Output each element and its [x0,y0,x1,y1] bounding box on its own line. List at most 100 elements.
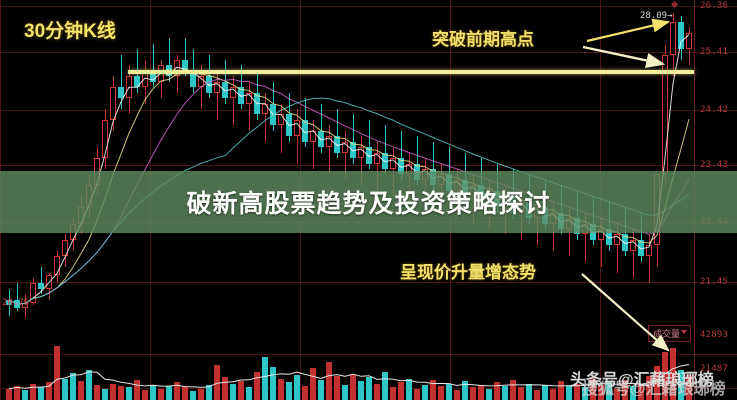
gridline-vertical [150,0,151,338]
volume-bar [142,389,148,400]
volume-bar [14,386,20,400]
breakout-price-tag: 28.09→ [640,11,673,21]
gridline [0,354,737,355]
candle-wick [265,92,266,142]
volume-bar [686,374,692,400]
volume-bar [86,369,92,400]
volume-bar [670,348,676,400]
candle-body [382,152,388,169]
volume-bar [286,382,292,400]
volume-bar [270,367,276,400]
candle-wick [433,141,434,191]
candle-wick [345,130,346,180]
candle-body [110,87,116,120]
candle-body [302,119,308,142]
candle-body [246,92,252,104]
candle-wick [377,141,378,191]
gridline-vertical [450,338,451,400]
volume-bar [278,378,284,400]
volume-bar [390,387,396,400]
volume-bar [494,382,500,400]
volume-bar [598,384,604,400]
gridline [0,52,737,53]
volume-bar [438,386,444,400]
volume-bar [46,382,52,400]
chevron-down-icon[interactable] [681,330,688,334]
volume-bar [222,377,228,400]
volume-bar [638,383,644,400]
volume-bar [230,383,236,400]
volume-bar [326,362,332,400]
candle-wick [649,234,650,284]
resistance-line [128,70,694,74]
candle-wick [153,43,154,88]
volume-bar [182,387,188,400]
candle-wick [641,212,642,262]
volume-bar [590,378,596,400]
volume-bar [94,384,100,400]
candle-wick [201,65,202,110]
volume-bar [254,372,260,400]
volume-bar [358,381,364,400]
volume-bar [470,387,476,400]
candle-wick [321,103,322,153]
candle-wick [185,38,186,77]
volume-bar [334,376,340,400]
volume-bar [542,384,548,400]
candle-wick [169,38,170,82]
candle-body [366,147,372,164]
volume-bar [662,352,668,400]
volume-bar [110,383,116,400]
volume-bar [526,383,532,400]
volume-bar [478,384,484,400]
volume-bar [174,382,180,400]
volume-bar [678,369,684,400]
candle-body [678,21,684,50]
arrow-right-icon: → [667,11,673,21]
volume-bar [238,381,244,400]
candle-body [606,228,612,246]
volume-bar [318,379,324,400]
candle-body [350,141,356,159]
candle-wick [241,65,242,110]
volume-bar [302,386,308,400]
volume-bar [158,388,164,400]
volume-bar [206,384,212,400]
candle-body [622,234,628,251]
watermark-toutiao: 头条号@汇藉琅琊榜 [570,372,714,389]
volume-bar [102,388,108,400]
volume-bar [414,388,420,400]
candle-body [62,239,68,257]
volume-bar [630,386,636,400]
annotation-breakout: 突破前期高点 [432,30,534,49]
price-axis-label: 25.41 [700,47,729,57]
volume-bar [486,388,492,400]
candle-wick [217,70,218,120]
candle-body [342,141,348,153]
candle-wick [385,125,386,175]
volume-bar [654,365,660,400]
candle-wick [633,228,634,279]
candle-wick [41,267,42,295]
gridline-vertical [600,0,601,338]
volume-bar [342,384,348,400]
volume-bar [310,368,316,400]
volume-bar [38,387,44,400]
volume-bar [126,387,132,400]
volume-bar [606,382,612,400]
volume-bar [510,379,516,400]
gridline [0,6,737,7]
volume-chart-panel[interactable] [0,338,737,400]
volume-bar [558,381,564,400]
candle-body [118,87,124,99]
volume-bar [374,383,380,400]
volume-bar [294,374,300,400]
candle-wick [281,103,282,153]
volume-bar [166,386,172,400]
left-price-label: 20.76 [2,298,30,308]
candle-wick [369,119,370,169]
volume-bar [214,364,220,400]
volume-ma-path [8,364,690,390]
